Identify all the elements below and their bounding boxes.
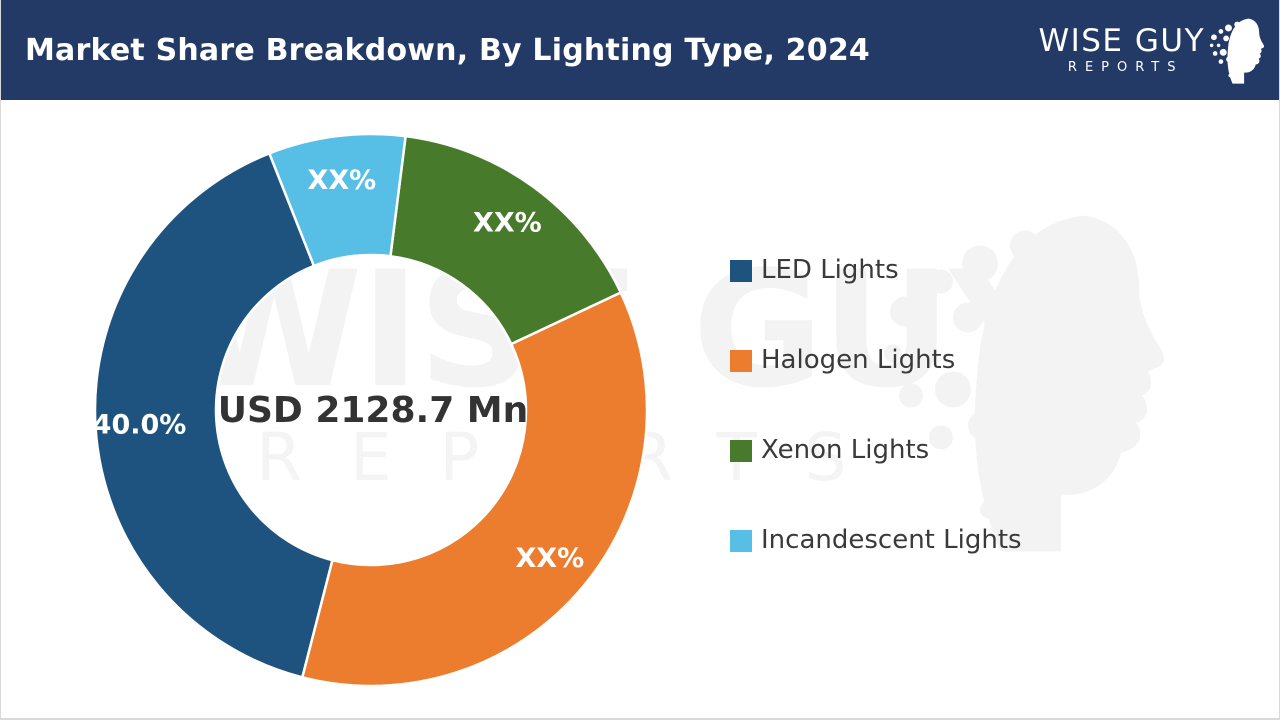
legend-label: Incandescent Lights [761,525,1022,555]
logo-wordmark: WISE GUY [1038,23,1205,59]
donut-slices [93,132,649,688]
legend-label: Xenon Lights [761,435,930,465]
logo-subtext: REPORTS [1067,60,1184,75]
wiseguy-logo: WISE GUY REPORTS [1038,0,1265,100]
donut-slice-incandescent-lights [268,132,407,268]
legend-label: Halogen Lights [761,345,956,375]
page-title: Market Share Breakdown, By Lighting Type… [25,32,870,68]
donut-slice-halogen-lights [301,291,649,688]
slice-value-label: XX% [308,165,377,196]
legend-swatch-led [730,259,752,282]
legend-item-halogen: Halogen Lights [730,347,1022,374]
legend-swatch-xenon [730,439,752,462]
donut-slice-led-lights [93,152,334,679]
legend-item-led: LED Lights [730,257,1022,284]
slice-labels: 40.0% XX% XX% XX% [93,165,584,574]
chart-area: WISE GUY REPORTS 40.0%XX%XX%XX% USD 2128… [1,100,1279,718]
donut-chart: 40.0% XX% XX% XX% USD 2128.7 Mn [93,132,649,688]
legend-label: LED Lights [761,255,899,285]
legend-swatch-halogen [730,349,752,372]
donut-slice-xenon-lights [389,134,622,346]
legend-item-incandescent: Incandescent Lights [730,527,1022,554]
header-bar: Market Share Breakdown, By Lighting Type… [1,0,1279,100]
legend-swatch-incandescent [730,529,752,552]
logo-face-icon [1207,9,1265,91]
slice-value-label: XX% [515,543,584,574]
slice-value-label: 40.0% [93,410,187,441]
logo-text: WISE GUY REPORTS [1038,23,1205,75]
center-value-label: USD 2128.7 Mn [218,390,528,431]
slice-value-label: XX% [473,207,542,238]
legend: LED Lights Halogen Lights Xenon Lights I… [730,257,1022,554]
legend-item-xenon: Xenon Lights [730,437,1022,464]
